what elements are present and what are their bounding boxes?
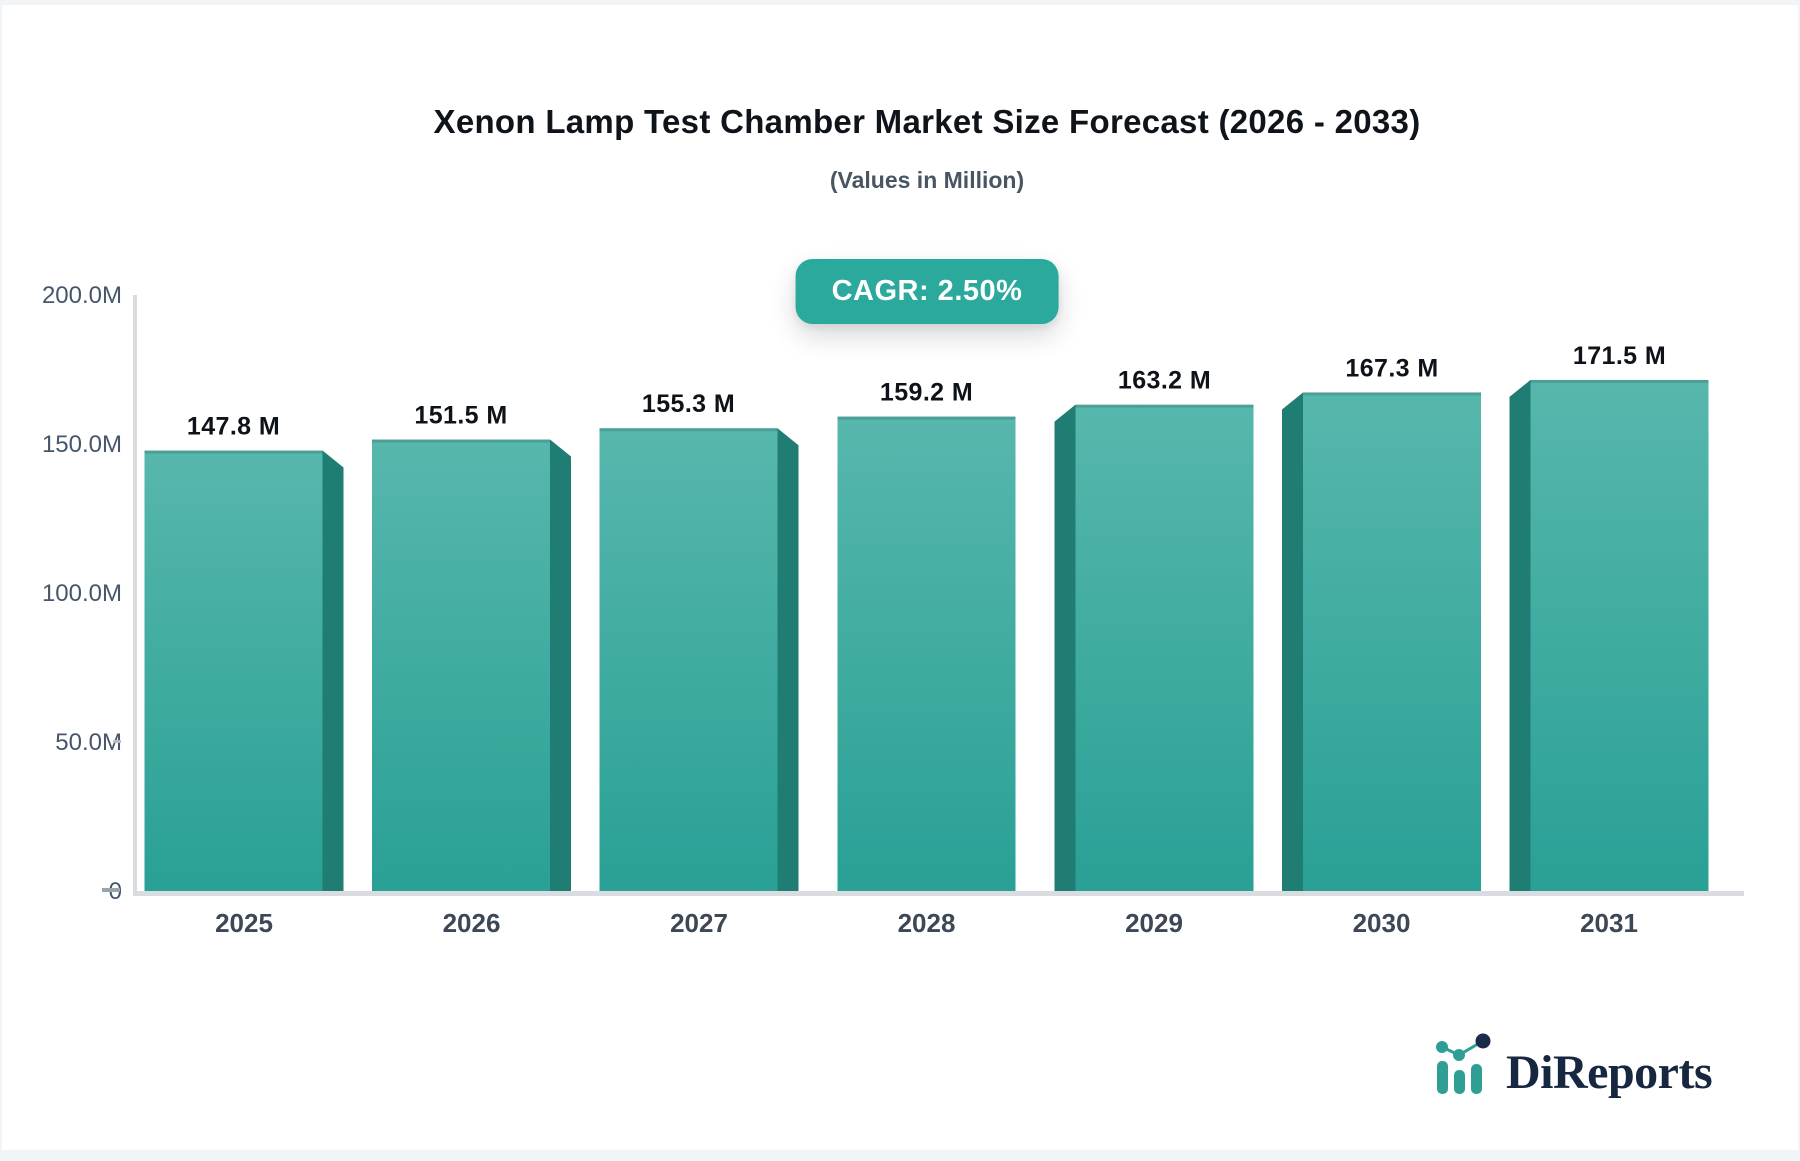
x-axis-label: 2026: [443, 908, 501, 938]
chart-card: Xenon Lamp Test Chamber Market Size Fore…: [2, 5, 1798, 1150]
bar-top-edge: [599, 428, 778, 432]
bar-top-edge: [1075, 404, 1254, 408]
x-axis-line: [133, 891, 1744, 896]
bar: [1075, 404, 1254, 895]
bar-value-label: 163.2 M: [1118, 367, 1211, 395]
y-axis-line: [133, 295, 137, 891]
bar-value-label: 155.3 M: [642, 390, 735, 418]
bar-side-face: [777, 428, 799, 895]
bar-side-face: [1054, 404, 1076, 895]
bar-top-edge: [372, 439, 550, 443]
x-axis-label: 2025: [215, 908, 273, 938]
x-axis-label: 2028: [898, 908, 956, 938]
bar-side-face: [1509, 379, 1531, 895]
bar-value-label: 151.5 M: [414, 402, 507, 430]
logo-chart-icon: [1436, 1033, 1491, 1094]
direports-logo: DiReports: [1434, 1031, 1713, 1099]
bar-top-edge: [837, 416, 1016, 420]
bar: [599, 428, 778, 895]
x-axis-label: 2031: [1580, 908, 1638, 938]
x-axis-label: 2030: [1353, 908, 1411, 938]
bar-top-edge: [144, 450, 323, 454]
bar: [1303, 392, 1481, 895]
bar-value-label: 171.5 M: [1573, 342, 1666, 370]
chart-subtitle: (Values in Million): [829, 167, 1025, 193]
bar-side-face: [1282, 392, 1303, 895]
x-axis-label: 2029: [1125, 908, 1183, 938]
bar-side-face: [550, 439, 571, 895]
bar: [144, 450, 323, 895]
y-axis-tick: [102, 888, 120, 892]
y-axis-label: 100.0M: [42, 580, 122, 607]
bar-value-label: 147.8 M: [187, 413, 280, 441]
bar-side-face: [322, 450, 344, 895]
logo-text: DiReports: [1506, 1046, 1713, 1099]
y-axis-label: 150.0M: [42, 431, 122, 458]
cagr-badge: CAGR: 2.50%: [795, 259, 1059, 324]
bar-top-edge: [1530, 379, 1709, 383]
y-axis-tick: [113, 740, 121, 743]
chart-title: Xenon Lamp Test Chamber Market Size Fore…: [433, 103, 1421, 140]
bar-top-edge: [1303, 392, 1481, 396]
y-axis-label: 200.0M: [42, 282, 122, 309]
bar: [1530, 379, 1709, 895]
bar-value-label: 159.2 M: [880, 379, 973, 407]
bar-value-label: 167.3 M: [1345, 354, 1438, 382]
bar: [372, 439, 550, 895]
bar: [837, 416, 1016, 895]
y-axis-label: 50.0M: [55, 729, 122, 756]
x-axis-label: 2027: [670, 908, 728, 938]
